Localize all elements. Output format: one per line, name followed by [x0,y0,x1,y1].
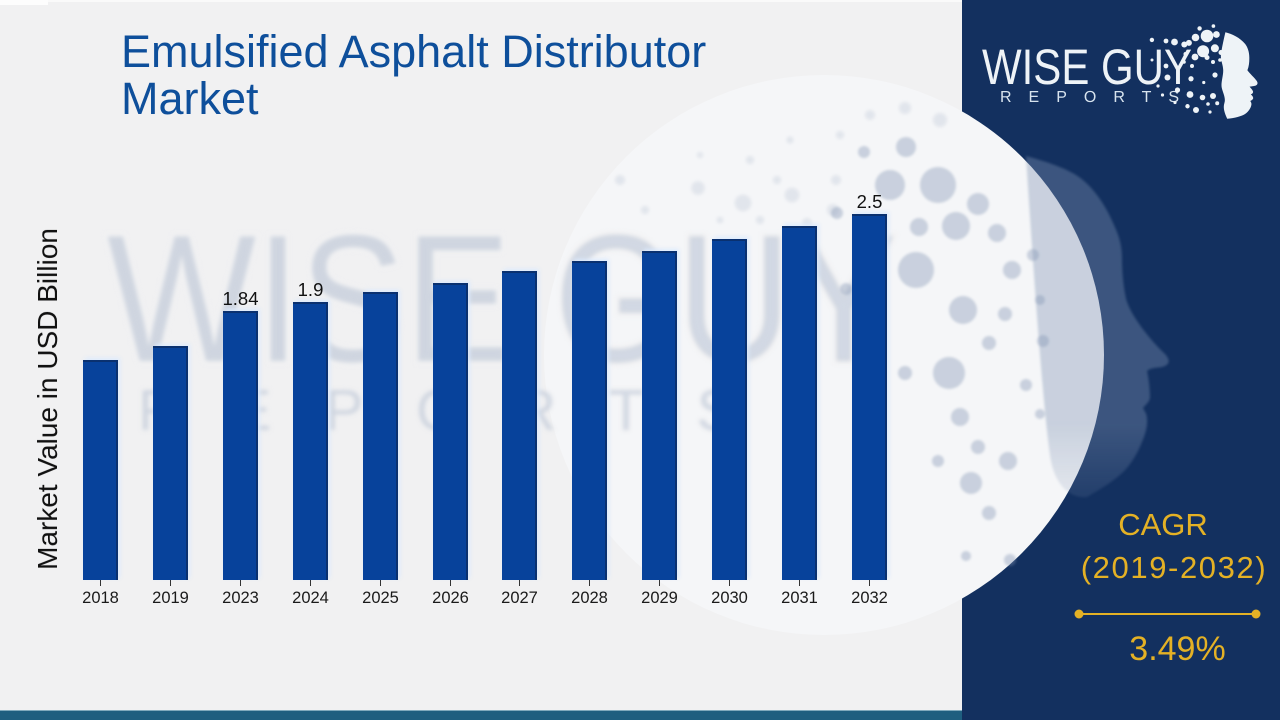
svg-text:REPORTS: REPORTS [1000,89,1196,106]
svg-text:WISE GUY: WISE GUY [982,39,1192,95]
